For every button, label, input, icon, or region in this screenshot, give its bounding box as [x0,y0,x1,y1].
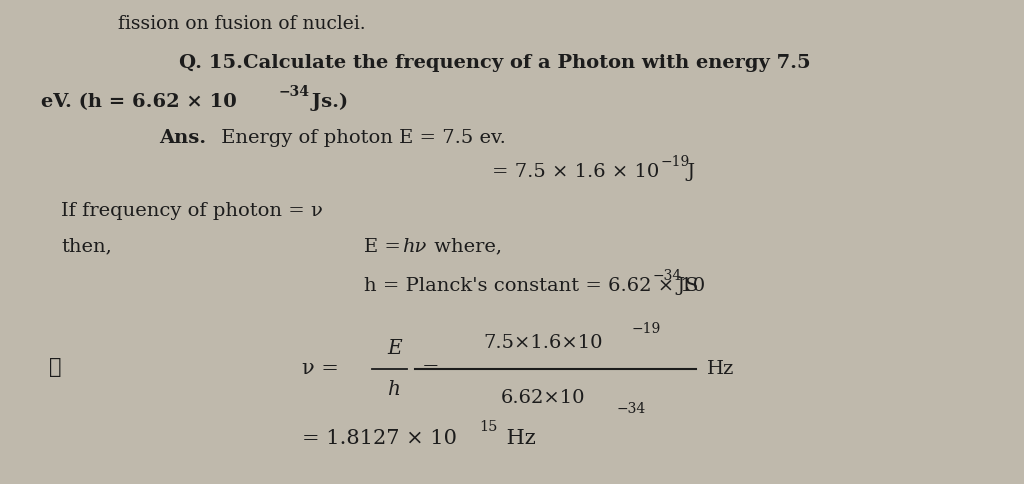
Text: −19: −19 [660,155,690,169]
Text: 6.62×10: 6.62×10 [501,389,585,407]
Text: = 7.5 × 1.6 × 10: = 7.5 × 1.6 × 10 [492,163,658,181]
Text: = 1.8127 × 10: = 1.8127 × 10 [302,428,457,448]
Text: Ans.: Ans. [159,129,206,147]
Text: ν =: ν = [302,359,339,378]
Text: fission on fusion of nuclei.: fission on fusion of nuclei. [118,15,366,33]
Text: then,: then, [61,238,113,256]
Text: JS: JS [671,276,698,295]
Text: hν: hν [402,238,427,256]
Text: 15: 15 [479,420,498,434]
Text: ∴: ∴ [49,358,61,378]
Text: Hz: Hz [500,428,536,448]
Text: E =: E = [364,238,407,256]
Text: h = Planck's constant = 6.62 × 10: h = Planck's constant = 6.62 × 10 [364,276,705,295]
Text: Js.): Js.) [305,92,348,111]
Text: If frequency of photon = ν: If frequency of photon = ν [61,201,324,220]
Text: Q. 15.Calculate the frequency of a Photon with energy 7.5: Q. 15.Calculate the frequency of a Photo… [179,54,811,72]
Text: −19: −19 [632,322,662,336]
Text: −34: −34 [652,269,682,283]
Text: −34: −34 [279,85,309,99]
Text: 7.5×1.6×10: 7.5×1.6×10 [483,333,602,352]
Text: J: J [681,163,695,181]
Text: Energy of photon E = 7.5 ev.: Energy of photon E = 7.5 ev. [215,129,506,147]
Text: h: h [387,379,400,399]
Text: −34: −34 [616,402,646,416]
Text: where,: where, [428,238,502,256]
Text: Hz: Hz [707,360,734,378]
Text: eV. (h = 6.62 × 10: eV. (h = 6.62 × 10 [41,92,237,111]
Text: =: = [422,359,439,378]
Text: E: E [387,339,401,358]
